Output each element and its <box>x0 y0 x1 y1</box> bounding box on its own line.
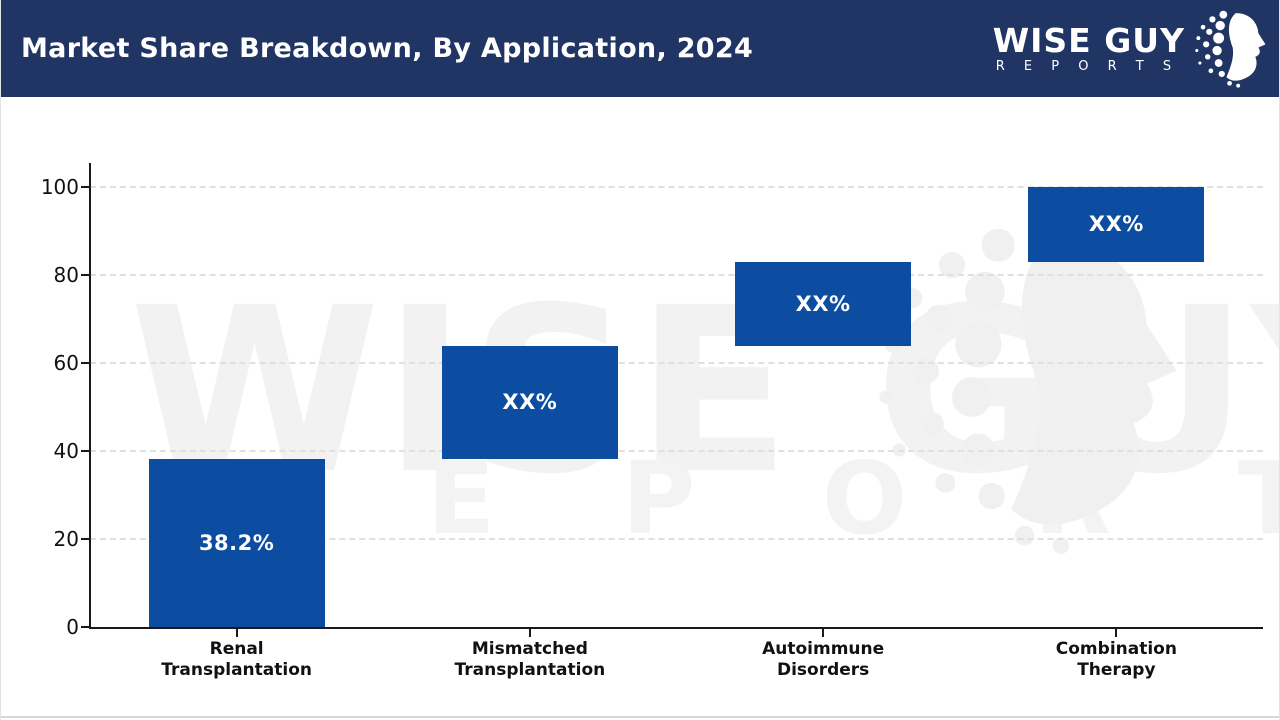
x-category-label: Renal Transplantation <box>107 639 367 681</box>
header-bar: Market Share Breakdown, By Application, … <box>1 0 1279 97</box>
x-tick-4 <box>1115 629 1118 637</box>
y-tick-20 <box>81 538 89 540</box>
y-tick-label-40: 40 <box>53 439 79 463</box>
logo-wordmark: WISE GUY <box>992 21 1185 60</box>
gridline-y-80 <box>90 274 1263 276</box>
x-category-line: Transplantation <box>161 660 312 680</box>
logo-subtitle: R E P O R T S <box>995 59 1179 74</box>
gridline-y-20 <box>90 538 1263 540</box>
y-tick-label-20: 20 <box>53 527 79 551</box>
bar-value-label: 38.2% <box>198 530 275 555</box>
y-tick-40 <box>81 450 89 452</box>
wise-guy-reports-logo: WISE GUY R E P O R T S <box>993 6 1267 92</box>
x-axis-line <box>89 627 1263 629</box>
y-tick-label-60: 60 <box>53 351 79 375</box>
bar-1: 38.2% <box>148 458 325 627</box>
x-category-line: Disorders <box>776 660 870 680</box>
y-tick-60 <box>81 362 89 364</box>
page-title: Market Share Breakdown, By Application, … <box>21 33 754 64</box>
y-tick-80 <box>81 274 89 276</box>
y-axis-line <box>89 163 91 629</box>
bar-4: XX% <box>1028 187 1205 262</box>
x-category-line: Transplantation <box>454 660 606 680</box>
x-category-line: Therapy <box>1077 660 1156 680</box>
x-category-label: Mismatched Transplantation <box>400 639 660 681</box>
x-category-line: Autoimmune <box>762 639 885 659</box>
y-tick-label-0: 0 <box>66 615 79 639</box>
x-tick-3 <box>822 629 825 637</box>
gridline-y-60 <box>90 362 1263 364</box>
gridline-y-40 <box>90 450 1263 452</box>
gridline-y-100 <box>90 186 1263 188</box>
x-category-label: Autoimmune Disorders <box>693 639 953 681</box>
bar-value-label: XX% <box>795 291 851 316</box>
x-category-line: Renal <box>209 639 264 659</box>
x-category-line: Combination <box>1055 639 1177 659</box>
y-tick-label-80: 80 <box>53 263 79 287</box>
y-tick-label-100: 100 <box>40 175 79 199</box>
logo-text: WISE GUY R E P O R T S <box>993 23 1185 75</box>
bar-value-label: XX% <box>502 390 558 415</box>
watermark-head-icon <box>879 228 1177 554</box>
y-tick-0 <box>81 626 89 628</box>
bar-2: XX% <box>441 345 618 459</box>
x-category-line: Mismatched <box>471 639 588 659</box>
dotted-head-icon <box>1195 10 1266 88</box>
bar-3: XX% <box>735 261 912 346</box>
x-tick-1 <box>235 629 238 637</box>
x-tick-2 <box>528 629 531 637</box>
y-tick-100 <box>81 186 89 188</box>
x-category-label: Combination Therapy <box>986 639 1246 681</box>
footer-divider <box>1 716 1279 718</box>
bar-value-label: XX% <box>1088 212 1144 237</box>
